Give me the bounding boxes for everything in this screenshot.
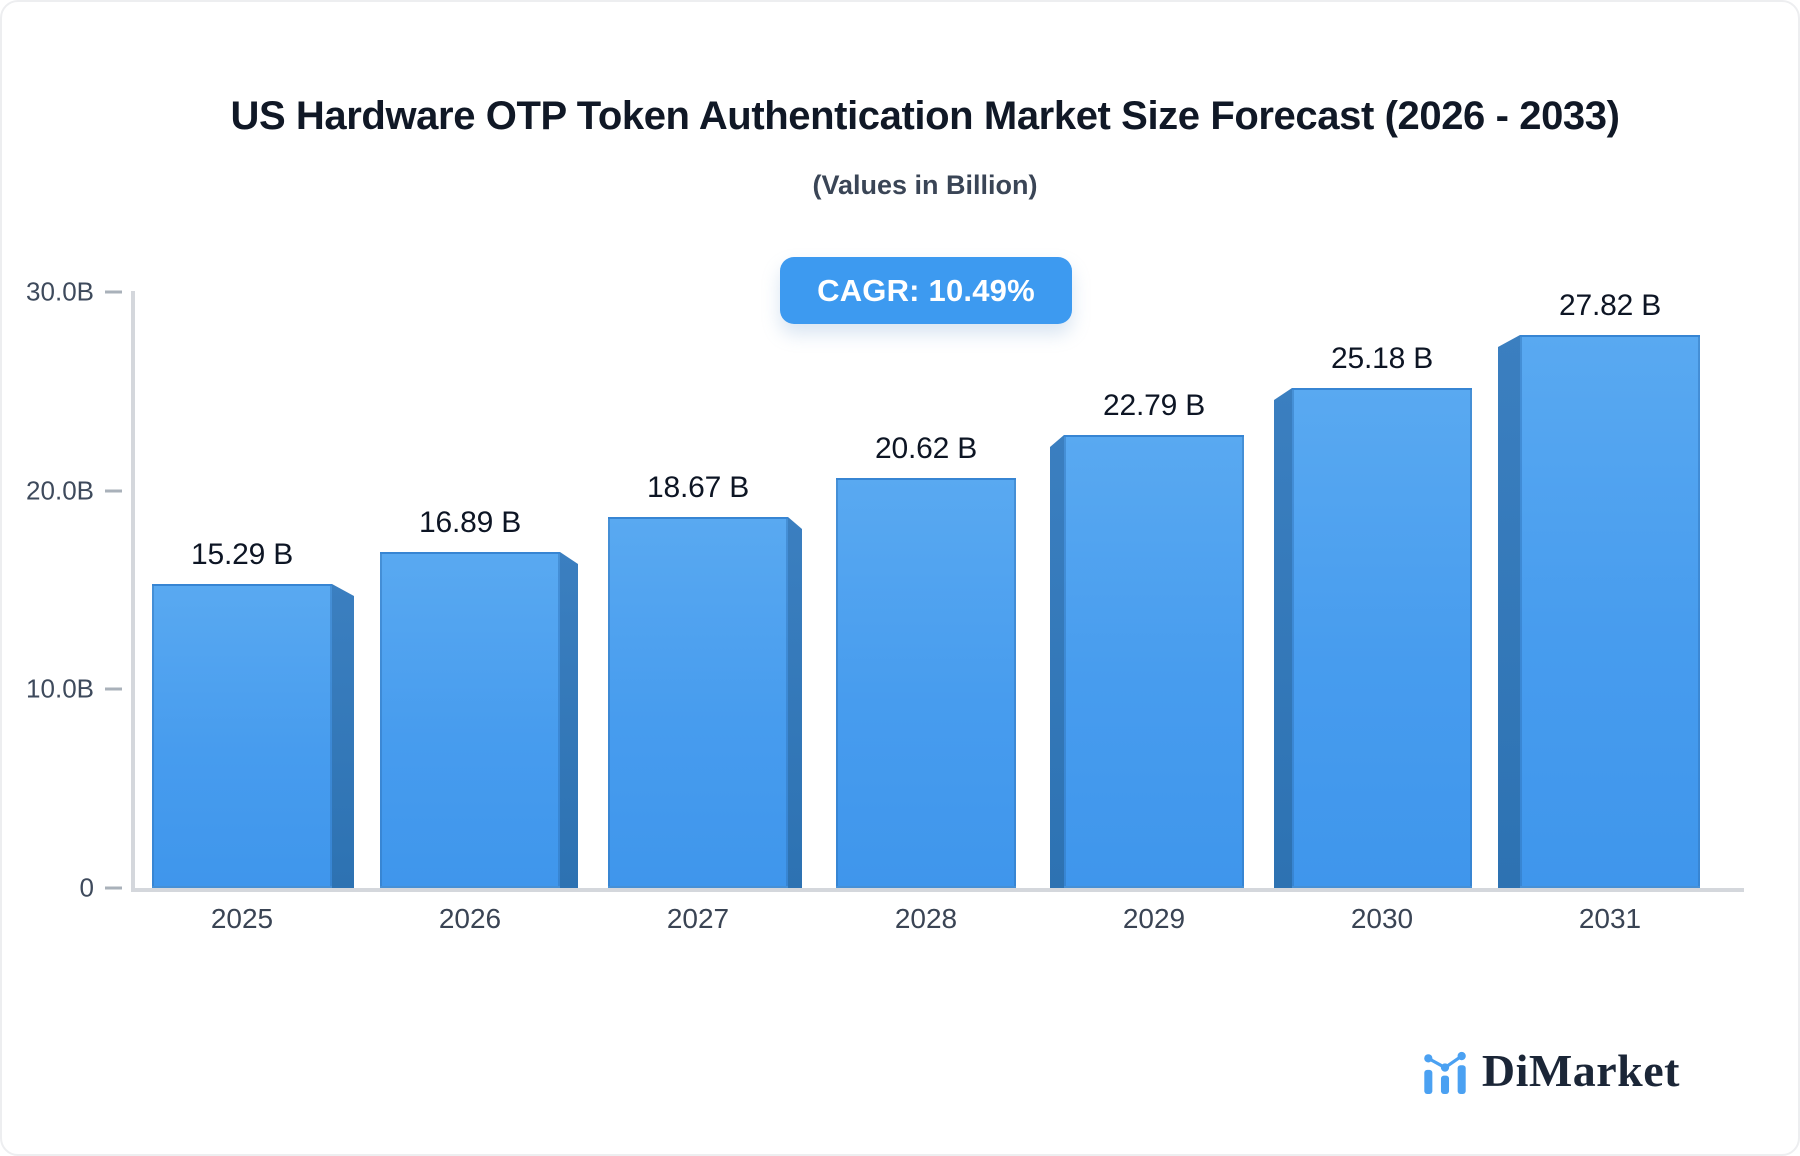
bar-2027-side-facet	[788, 517, 802, 888]
chart-subtitle: (Values in Billion)	[812, 170, 1038, 200]
x-axis-baseline	[131, 888, 1744, 892]
bar-2029-side-facet	[1050, 435, 1064, 888]
x-axis-label-2025: 2025	[210, 903, 274, 934]
cagr-badge: CAGR: 10.49%	[780, 257, 1072, 324]
chart-title: US Hardware OTP Token Authentication Mar…	[230, 94, 1620, 138]
x-axis-label-2026: 2026	[438, 903, 502, 934]
y-axis-tick-label: 20.0B	[26, 475, 94, 506]
bar-value-label-2029: 22.79 B	[1102, 389, 1206, 422]
bar-value-label-2027: 18.67 B	[646, 471, 750, 504]
bar-2030	[1292, 388, 1472, 888]
brand-logo: DiMarket	[1422, 1044, 1680, 1097]
y-axis-tick-label: 10.0B	[26, 673, 94, 704]
bar-2026	[380, 552, 560, 888]
x-axis-label-2030: 2030	[1350, 903, 1414, 934]
brand-name: DiMarket	[1481, 1045, 1680, 1096]
cagr-badge-label: CAGR: 10.49%	[817, 272, 1035, 308]
y-axis-tick-mark	[105, 687, 122, 691]
y-axis-tick-label: 0	[79, 872, 94, 903]
bar-chart-trend-icon	[1424, 1051, 1466, 1094]
bar-2025-side-facet	[332, 584, 354, 888]
bar-2026-side-facet	[560, 552, 578, 888]
bar-2031-side-facet	[1498, 335, 1520, 888]
y-axis-tick-mark	[105, 489, 122, 493]
x-axis-label-2028: 2028	[894, 903, 958, 934]
y-axis-tick-label: 30.0B	[26, 276, 94, 307]
bar-value-label-2025: 15.29 B	[190, 538, 294, 571]
bar-2027	[608, 517, 788, 888]
bar-2025	[152, 584, 332, 888]
x-axis-label-2027: 2027	[666, 903, 730, 934]
bar-value-label-2031: 27.82 B	[1558, 289, 1662, 322]
bar-2029	[1064, 435, 1244, 888]
bar-2028	[836, 478, 1016, 888]
bar-2031	[1520, 335, 1700, 888]
bar-value-label-2028: 20.62 B	[874, 432, 978, 465]
y-axis-tick-mark	[105, 886, 122, 890]
bar-2030-side-facet	[1274, 388, 1292, 888]
bar-value-label-2030: 25.18 B	[1330, 342, 1434, 375]
x-axis-label-2031: 2031	[1578, 903, 1642, 934]
bar-value-label-2026: 16.89 B	[418, 506, 522, 539]
x-axis-label-2029: 2029	[1122, 903, 1186, 934]
y-axis-line	[131, 291, 135, 891]
y-axis-tick-mark	[105, 290, 122, 294]
